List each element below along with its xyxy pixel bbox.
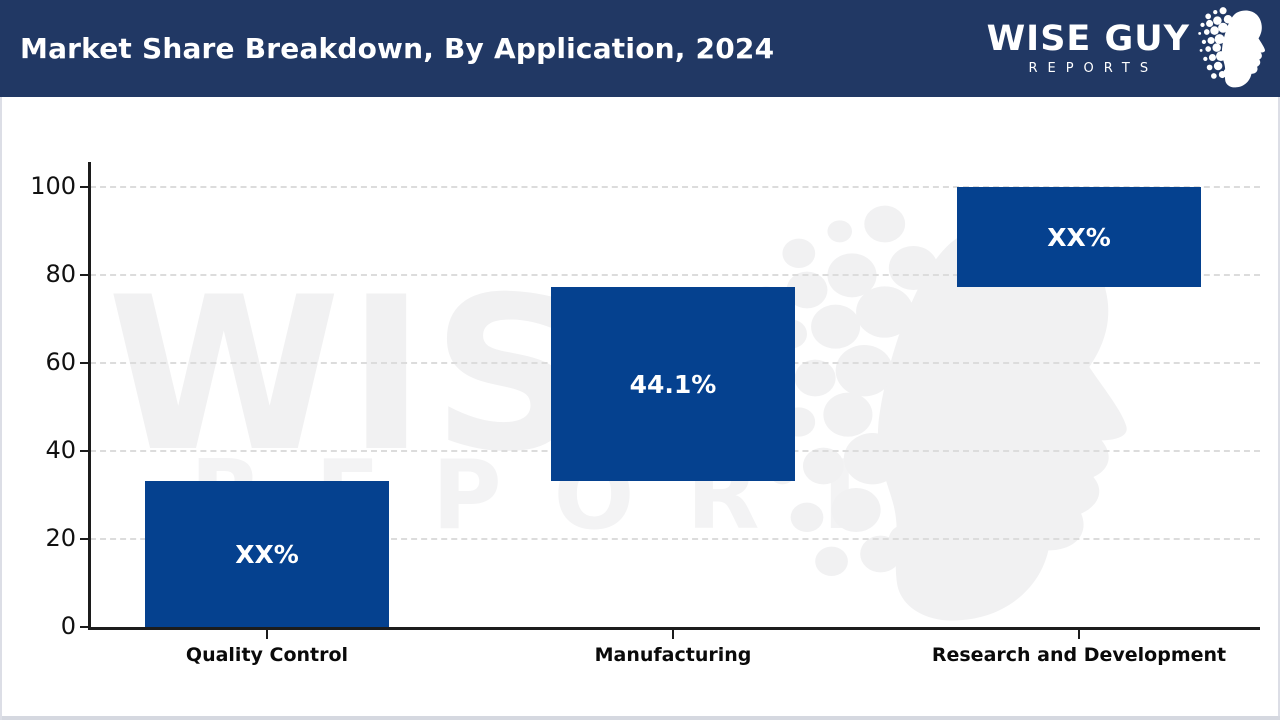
x-tick-0 xyxy=(266,629,268,639)
gridline-20 xyxy=(90,538,1260,540)
y-tick-label-0: 0 xyxy=(60,612,76,640)
y-tick-40 xyxy=(80,450,90,452)
plot-region: 0 20 40 60 80 100 XX% Quality Control 44.1% Manuf… xyxy=(2,97,1280,720)
bar-research-and-development: XX% xyxy=(957,187,1201,288)
logo-wordmark: WISE GUY REPORTS xyxy=(986,19,1190,76)
y-tick-label-100: 100 xyxy=(30,172,76,200)
y-tick-100 xyxy=(80,186,90,188)
y-tick-60 xyxy=(80,362,90,364)
gridline-80 xyxy=(90,274,1260,276)
x-category-label-0: Quality Control xyxy=(185,644,349,666)
bar-manufacturing: 44.1% xyxy=(551,287,795,482)
y-tick-0 xyxy=(80,626,90,628)
y-tick-20 xyxy=(80,538,90,540)
chart-canvas: WISE REPORTS 0 20 40 60 80 100 XX% Quality Cont… xyxy=(0,97,1280,720)
y-axis-line xyxy=(88,162,91,630)
x-axis-line xyxy=(88,627,1260,630)
y-tick-label-60: 60 xyxy=(45,348,76,376)
wiseguy-logo: WISE GUY REPORTS xyxy=(987,0,1272,97)
y-tick-label-20: 20 xyxy=(45,524,76,552)
logo-wordmark-bottom: REPORTS xyxy=(1028,61,1159,76)
x-tick-2 xyxy=(1078,629,1080,639)
wiseguy-face-icon xyxy=(1194,6,1272,92)
x-category-label-1: Manufacturing xyxy=(594,644,752,666)
y-tick-80 xyxy=(80,274,90,276)
y-tick-label-40: 40 xyxy=(45,436,76,464)
header: Market Share Breakdown, By Application, … xyxy=(0,0,1280,97)
page-title: Market Share Breakdown, By Application, … xyxy=(20,32,775,65)
logo-wordmark-top: WISE GUY xyxy=(986,19,1190,59)
x-tick-1 xyxy=(672,629,674,639)
y-tick-label-80: 80 xyxy=(45,260,76,288)
x-category-label-2: Research and Development xyxy=(931,644,1227,666)
bar-value-label: 44.1% xyxy=(629,369,717,399)
bar-value-label: XX% xyxy=(235,539,299,569)
gridline-100 xyxy=(90,186,1260,188)
bar-quality-control: XX% xyxy=(145,481,389,627)
bar-value-label: XX% xyxy=(1047,222,1111,252)
bottom-edge-strip xyxy=(2,716,1280,720)
